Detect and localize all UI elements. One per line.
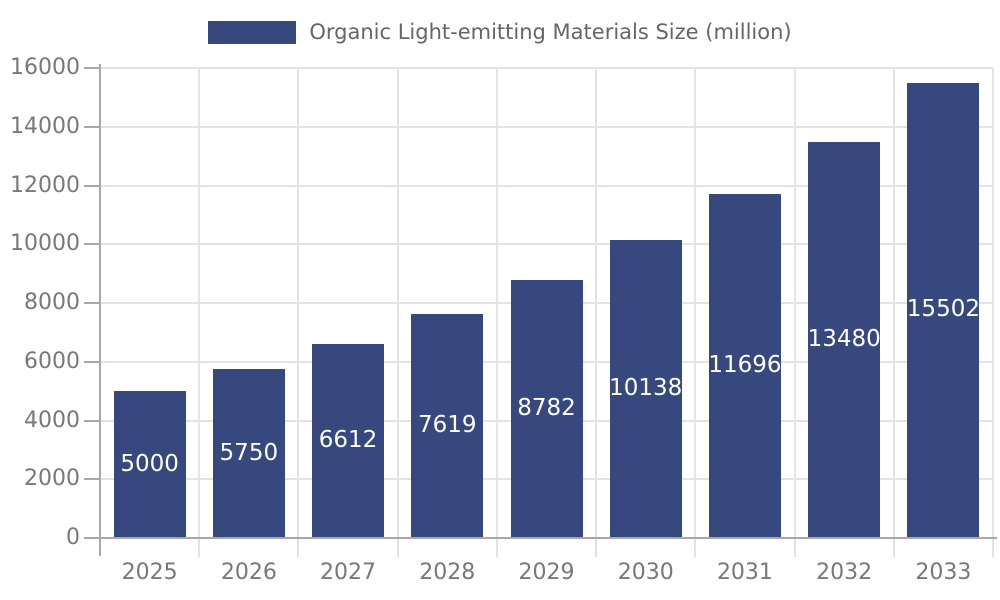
y-axis-label: 2000 xyxy=(24,466,80,492)
bar: 6612 xyxy=(312,343,385,537)
x-axis-label: 2031 xyxy=(716,560,773,585)
x-tick xyxy=(892,539,895,557)
x-axis-label: 2032 xyxy=(816,560,873,585)
x-axis-label: 2029 xyxy=(518,560,575,585)
gridline-horizontal xyxy=(100,243,993,246)
y-axis-label: 0 xyxy=(66,525,80,550)
gridline-vertical xyxy=(297,68,300,539)
y-tick xyxy=(84,360,100,363)
y-tick xyxy=(84,419,100,422)
x-tick xyxy=(495,539,498,557)
y-axis-label: 6000 xyxy=(24,348,80,374)
bar: 10138 xyxy=(609,240,683,537)
bar: 7619 xyxy=(411,314,484,537)
gridline-vertical xyxy=(396,68,399,539)
y-tick xyxy=(84,537,100,539)
gridline-vertical xyxy=(694,68,697,539)
y-tick xyxy=(84,302,100,304)
gridline-vertical xyxy=(793,68,796,539)
legend-swatch xyxy=(208,21,297,44)
y-tick xyxy=(84,478,100,481)
bar: 8782 xyxy=(510,280,583,537)
gridline-vertical xyxy=(595,68,598,539)
bar-value-label: 10138 xyxy=(609,375,683,402)
y-axis-label: 16000 xyxy=(10,55,80,80)
legend-label: Organic Light-emitting Materials Size (m… xyxy=(309,20,792,44)
x-tick xyxy=(694,539,697,557)
bar-value-label: 15502 xyxy=(906,296,980,323)
y-axis-label: 8000 xyxy=(24,290,80,315)
gridline-vertical xyxy=(892,68,895,539)
x-tick xyxy=(992,539,994,557)
bar-value-label: 5000 xyxy=(120,450,179,477)
bar-value-label: 7619 xyxy=(417,412,477,439)
bar-value-label: 5750 xyxy=(219,439,279,466)
bar: 5750 xyxy=(212,369,285,537)
x-tick xyxy=(595,539,598,557)
gridline-horizontal xyxy=(100,125,993,128)
x-tick xyxy=(198,539,201,557)
bar-value-label: 8782 xyxy=(517,395,576,421)
y-axis-label: 14000 xyxy=(10,113,80,139)
y-axis-label: 10000 xyxy=(10,231,80,257)
bar-value-label: 6612 xyxy=(318,426,378,453)
gridline-vertical xyxy=(992,68,994,539)
bar-value-label: 13480 xyxy=(807,326,881,352)
gridline-horizontal xyxy=(100,67,993,69)
x-axis-label: 2026 xyxy=(220,560,277,585)
x-tick xyxy=(297,539,300,557)
x-tick xyxy=(396,539,399,557)
y-axis-label: 4000 xyxy=(24,407,80,433)
x-axis-label: 2027 xyxy=(320,560,377,585)
y-tick xyxy=(84,184,100,187)
gridline-vertical xyxy=(198,68,201,539)
y-axis-line xyxy=(99,64,101,556)
y-tick xyxy=(84,125,100,128)
legend: Organic Light-emitting Materials Size (m… xyxy=(0,21,1000,44)
x-axis-label: 2025 xyxy=(121,560,178,585)
y-tick xyxy=(84,67,100,69)
x-axis-line xyxy=(99,537,997,539)
y-axis-label: 12000 xyxy=(10,172,80,198)
x-tick xyxy=(793,539,796,557)
bar: 15502 xyxy=(906,82,980,537)
bar: 11696 xyxy=(708,194,782,537)
bar: 13480 xyxy=(807,142,881,537)
bar: 5000 xyxy=(113,391,186,537)
x-axis-label: 2030 xyxy=(617,560,674,585)
gridline-horizontal xyxy=(100,184,993,187)
bar-value-label: 11696 xyxy=(708,352,782,379)
y-tick xyxy=(84,243,100,246)
gridline-vertical xyxy=(495,68,498,539)
x-axis-label: 2028 xyxy=(419,560,476,585)
x-axis-label: 2033 xyxy=(915,560,972,585)
